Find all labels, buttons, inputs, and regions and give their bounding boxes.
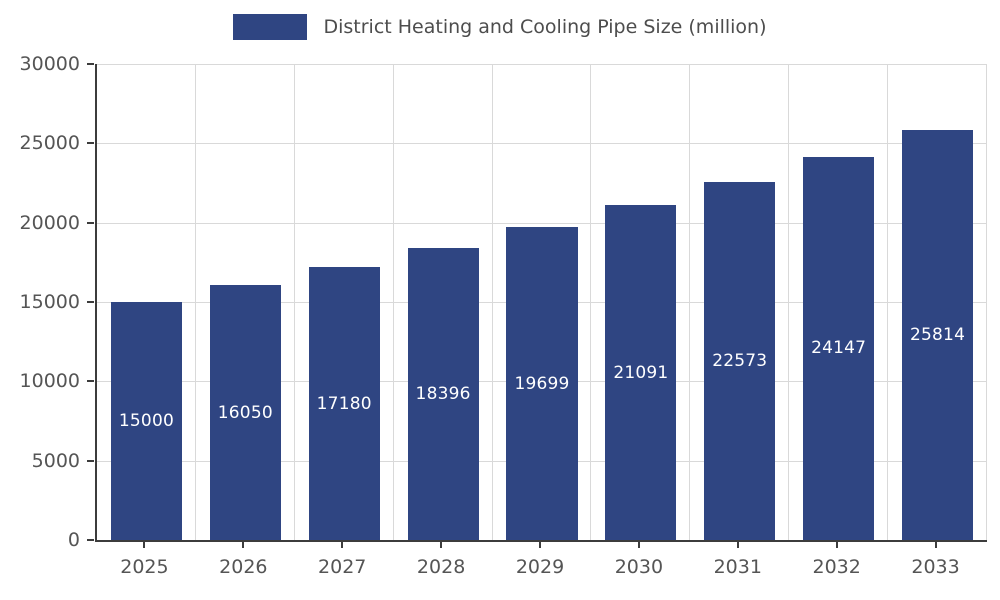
bar-2033: 25814 (901, 130, 974, 540)
v-gridline (392, 64, 394, 540)
h-gridline (97, 64, 987, 65)
y-axis-tick-mark (87, 142, 94, 145)
bar-value-label: 16050 (217, 402, 273, 423)
y-axis-tick-mark (87, 380, 94, 383)
y-axis-tick-label: 0 (67, 529, 80, 551)
x-axis-tick-label: 2027 (318, 556, 367, 578)
x-axis-tick-mark (934, 541, 937, 548)
bar-value-label: 24147 (811, 338, 867, 359)
bar-value-label: 18396 (415, 384, 471, 405)
v-gridline (293, 64, 295, 540)
bar-2030: 21091 (605, 205, 677, 540)
legend-swatch (233, 14, 308, 40)
bar-2031: 22573 (704, 181, 776, 540)
bar-value-label: 17180 (316, 393, 372, 414)
bar-2028: 18396 (407, 248, 479, 540)
chart-title: District Heating and Cooling Pipe Size (… (323, 16, 767, 38)
x-axis-tick-mark (440, 541, 443, 548)
y-axis-tick-label: 15000 (19, 291, 80, 313)
x-axis-tick-mark (242, 541, 245, 548)
y-axis-tick-mark (87, 63, 94, 65)
v-gridline (689, 64, 691, 540)
v-gridline (590, 64, 592, 540)
v-gridline (986, 64, 987, 540)
x-axis-tick-label: 2030 (614, 556, 664, 578)
h-gridline (97, 143, 987, 145)
x-axis-tick-label: 2025 (120, 556, 169, 578)
h-gridline (97, 222, 987, 224)
x-axis-tick-label: 2033 (911, 556, 960, 578)
bar-value-label: 22573 (712, 350, 768, 371)
x-axis-tick-label: 2032 (812, 556, 861, 578)
x-axis-tick-mark (143, 541, 146, 548)
x-axis-tick-label: 2026 (219, 556, 268, 578)
x-axis-tick-label: 2028 (416, 556, 466, 578)
v-gridline (194, 64, 196, 540)
bar-2027: 17180 (308, 267, 380, 540)
bar-2025: 15000 (110, 302, 183, 540)
x-axis-tick-mark (637, 541, 640, 548)
x-axis-tick-mark (539, 541, 541, 548)
y-axis-tick-label: 10000 (19, 370, 80, 393)
y-axis-tick-mark (87, 539, 94, 541)
x-axis-tick-label: 2031 (713, 556, 762, 578)
y-axis-tick-mark (87, 459, 94, 462)
bar-value-label: 25814 (910, 325, 966, 346)
x-axis-tick-mark (835, 541, 838, 548)
x-axis-tick-mark (736, 541, 739, 548)
bar-2029: 19699 (506, 227, 578, 540)
legend: District Heating and Cooling Pipe Size (… (0, 14, 1000, 40)
bar-value-label: 15000 (118, 411, 174, 431)
y-axis-tick-label: 5000 (31, 449, 80, 472)
bar-2032: 24147 (803, 156, 875, 540)
bar-value-label: 21091 (613, 362, 669, 383)
plot-area: 15000 16050 17180 18396 19699 21091 22573 24147… (95, 64, 987, 542)
v-gridline (788, 64, 790, 540)
y-axis-tick-label: 20000 (19, 211, 80, 234)
y-axis-tick-mark (87, 301, 94, 303)
bar-value-label: 19699 (514, 373, 570, 394)
x-axis-tick-mark (341, 541, 344, 548)
v-gridline (491, 64, 493, 540)
y-axis-tick-mark (87, 221, 94, 224)
x-axis-tick-label: 2029 (515, 556, 565, 578)
bar-2026: 16050 (209, 285, 281, 540)
v-gridline (887, 64, 889, 540)
y-axis-tick-label: 30000 (19, 53, 80, 75)
y-axis-tick-label: 25000 (19, 132, 80, 155)
